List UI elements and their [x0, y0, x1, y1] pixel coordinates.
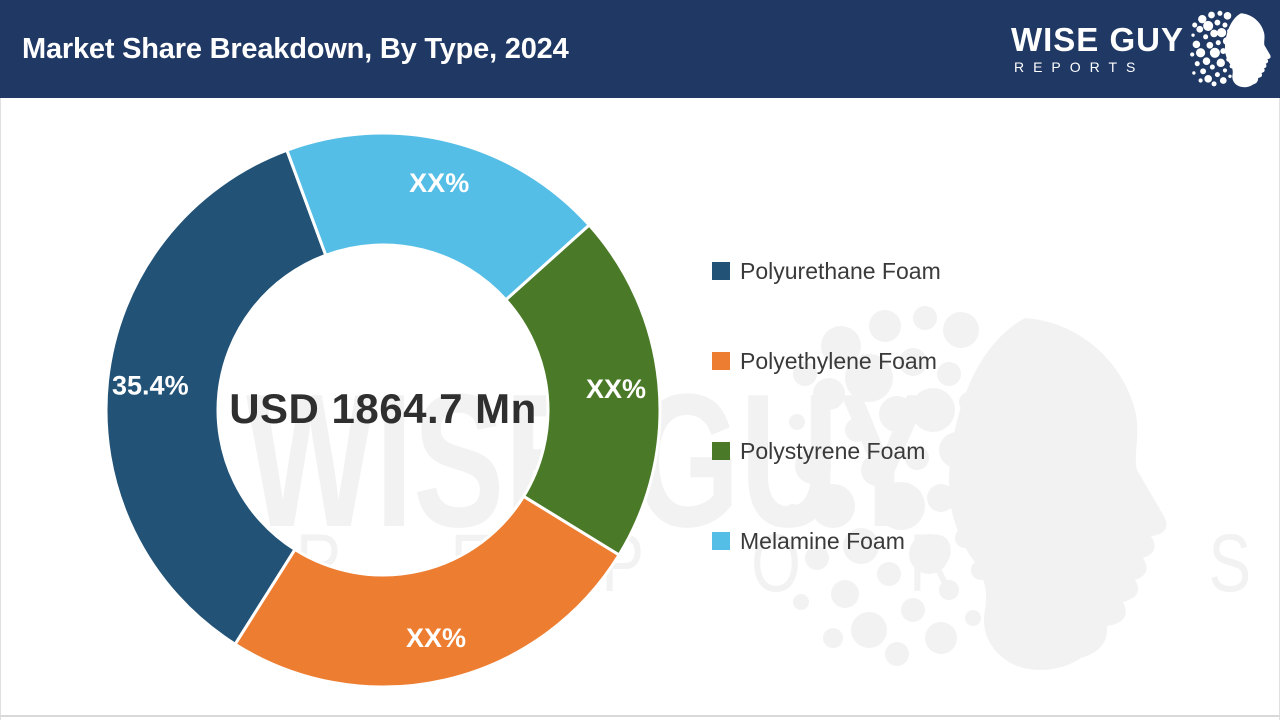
logo-text: WISE GUY REPORTS	[1011, 23, 1184, 75]
legend-swatch-polyethylene-foam	[712, 352, 730, 370]
legend-swatch-polystyrene-foam	[712, 442, 730, 460]
legend-label: Melamine Foam	[740, 528, 905, 554]
legend-item-polyurethane-foam: Polyurethane Foam	[712, 258, 941, 284]
bottom-divider	[0, 715, 1280, 717]
legend: Polyurethane Foam Polyethylene Foam Poly…	[712, 258, 941, 554]
legend-swatch-polyurethane-foam	[712, 262, 730, 280]
logo-subtext: REPORTS	[1013, 58, 1145, 75]
legend-label: Polystyrene Foam	[740, 438, 926, 464]
page-title: Market Share Breakdown, By Type, 2024	[22, 32, 569, 65]
legend-label: Polyethylene Foam	[740, 348, 937, 374]
legend-item-polyethylene-foam: Polyethylene Foam	[712, 348, 941, 374]
chart-center-value: USD 1864.7 Mn	[229, 385, 537, 432]
logo-face-icon	[1188, 9, 1272, 89]
legend-label: Polyurethane Foam	[740, 258, 941, 284]
chart-canvas: WISE GUY R E P O R T S	[0, 98, 1280, 720]
logo-wordmark: WISE GUY	[1010, 21, 1184, 59]
header-bar: Market Share Breakdown, By Type, 2024 WI…	[0, 0, 1280, 98]
wise-guy-logo: WISE GUY REPORTS	[1011, 6, 1272, 92]
legend-swatch-melamine-foam	[712, 532, 730, 550]
legend-item-melamine-foam: Melamine Foam	[712, 528, 941, 554]
legend-item-polystyrene-foam: Polystyrene Foam	[712, 438, 941, 464]
